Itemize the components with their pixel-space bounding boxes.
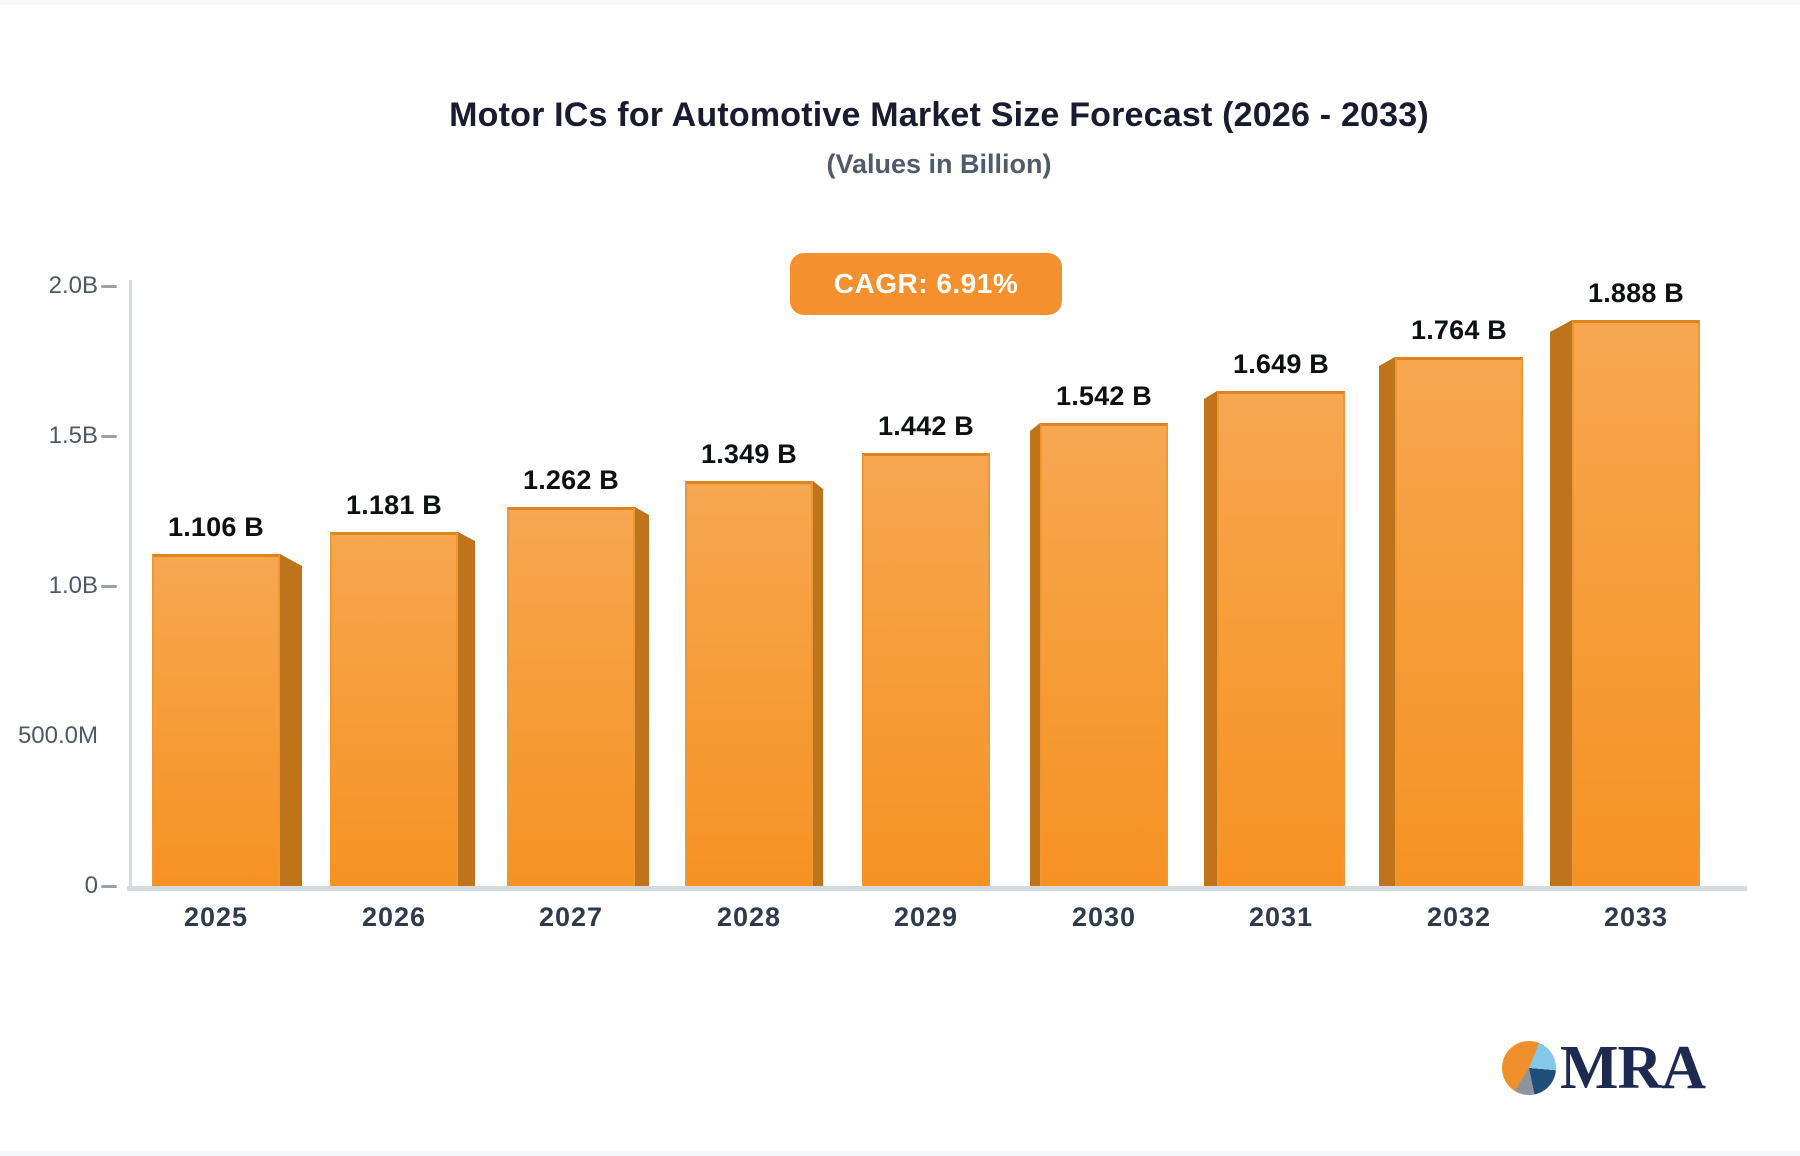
bar-side-face [1379,357,1395,886]
bar-front-face [330,532,458,886]
cagr-badge: CAGR: 6.91% [790,253,1062,315]
logo-pie-icon [1502,1041,1556,1095]
y-axis-label: 0 [84,872,98,899]
bar-side-face [1030,423,1040,886]
bar-value-label: 1.262 B [523,465,619,495]
x-axis-label: 2028 [716,902,782,932]
y-axis-label: 2.0B [48,272,98,299]
x-axis-label: 2030 [1071,902,1137,932]
page-background-edge-top [0,0,1800,5]
y-axis-label: 1.5B [48,422,98,449]
y-axis-label: 500.0M [17,722,98,749]
x-axis-label: 2031 [1248,902,1314,932]
bar-side-face [813,481,823,886]
bar-front-face [1395,357,1523,886]
y-axis-tick [101,285,117,288]
x-axis-line [127,886,1747,891]
bar-side-face [635,507,649,886]
page-background-edge-bottom [0,1151,1800,1156]
bar-value-label: 1.349 B [701,439,797,469]
y-axis-tick [101,885,117,888]
logo-text: MRA [1560,1034,1706,1102]
bar-side-face [280,554,302,886]
bar-front-face [507,507,635,886]
bar-value-label: 1.106 B [168,512,264,542]
bar-value-label: 1.649 B [1233,349,1329,379]
bar-value-label: 1.542 B [1056,381,1152,411]
y-axis-tick [101,585,117,588]
y-axis-label: 1.0B [48,572,98,599]
y-axis-tick [101,435,117,438]
chart-title: Motor ICs for Automotive Market Size For… [449,96,1429,134]
y-axis-line [129,280,132,889]
bar-front-face [1217,391,1345,886]
bar-value-label: 1.181 B [346,490,442,520]
bar-front-face [862,453,990,886]
bar-front-face [1572,320,1700,886]
x-axis-label: 2033 [1603,902,1669,932]
x-axis-label: 2025 [183,902,249,932]
bar-value-label: 1.764 B [1411,315,1507,345]
bar-side-face [458,532,475,886]
bar-value-label: 1.442 B [878,411,974,441]
x-axis-label: 2027 [538,902,604,932]
x-axis-label: 2026 [361,902,427,932]
x-axis-label: 2029 [893,902,959,932]
bar-value-label: 1.888 B [1588,278,1684,308]
bar-front-face [1040,423,1168,886]
bar-side-face [1204,391,1217,886]
bar-side-face [1550,320,1572,886]
x-axis-label: 2032 [1426,902,1492,932]
bar-front-face [152,554,280,886]
company-logo: MRA [1502,1034,1706,1102]
chart-subtitle: (Values in Billion) [826,149,1052,179]
bar-front-face [685,481,813,886]
